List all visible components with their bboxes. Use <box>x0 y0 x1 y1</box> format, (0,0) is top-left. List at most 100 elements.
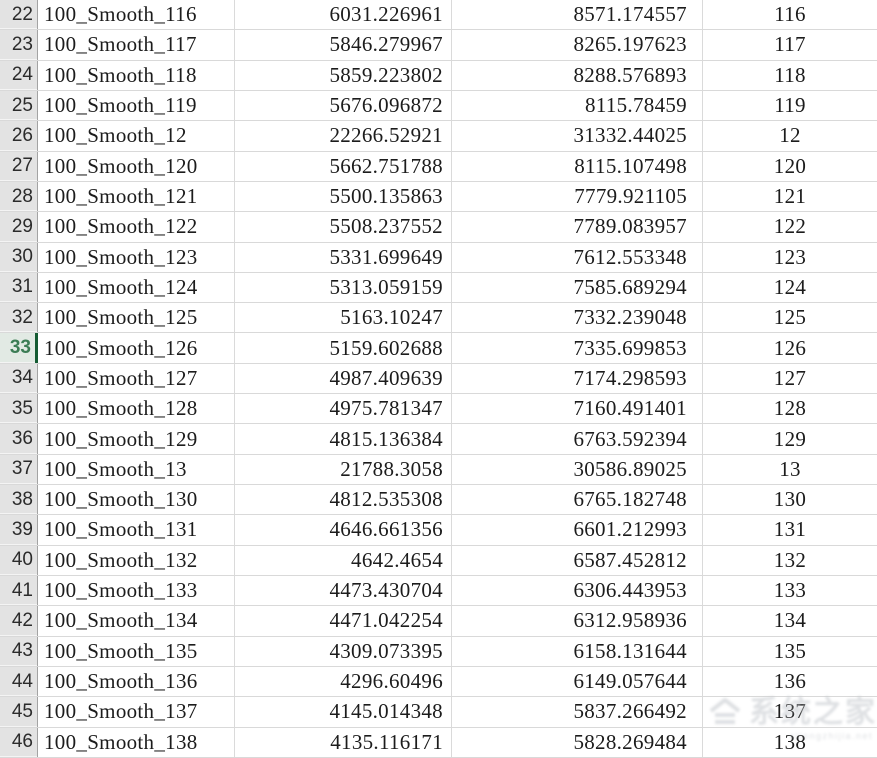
cell-index[interactable]: 12 <box>779 123 801 148</box>
cell-value-1[interactable]: 4642.4654 <box>235 545 452 575</box>
cell-index[interactable]: 132 <box>773 547 807 572</box>
cell-index[interactable]: 138 <box>773 729 807 754</box>
cell-value-2[interactable]: 6149.057644 <box>452 666 703 697</box>
cell-index[interactable]: 127 <box>773 365 807 390</box>
cell-index[interactable]: 137 <box>773 699 807 724</box>
cell-name[interactable]: 100_Smooth_132 <box>38 545 235 575</box>
cell-index[interactable]: 130 <box>773 487 807 512</box>
cell-name[interactable]: 100_Smooth_127 <box>38 363 235 394</box>
row-header-cell[interactable]: 35 <box>0 394 38 424</box>
cell-name[interactable]: 100_Smooth_117 <box>38 30 235 60</box>
cell-index[interactable]: 119 <box>774 93 806 118</box>
cell-value-2[interactable]: 5837.266492 <box>452 697 703 727</box>
cell-name[interactable]: 100_Smooth_12 <box>38 121 235 151</box>
row-header-cell[interactable]: 46 <box>0 727 38 757</box>
cell-name[interactable]: 100_Smooth_130 <box>38 485 235 515</box>
cell-name[interactable]: 100_Smooth_129 <box>38 424 235 454</box>
cell-name[interactable]: 100_Smooth_131 <box>38 515 235 545</box>
cell-index[interactable]: 122 <box>773 214 807 239</box>
cell-index[interactable]: 131 <box>773 517 807 542</box>
row-header-cell[interactable]: 24 <box>0 60 38 90</box>
cell-value-2[interactable]: 7160.491401 <box>452 394 703 424</box>
row-header-cell[interactable]: 30 <box>0 242 38 272</box>
cell-index[interactable]: 126 <box>773 335 807 360</box>
cell-value-1[interactable]: 4135.116171 <box>235 727 452 757</box>
cell-index[interactable]: 135 <box>773 638 807 663</box>
cell-index[interactable]: 120 <box>773 153 807 178</box>
cell-name[interactable]: 100_Smooth_128 <box>38 394 235 424</box>
cell-value-1[interactable]: 4975.781347 <box>235 394 452 424</box>
cell-value-2[interactable]: 8571.174557 <box>452 0 703 30</box>
cell-index[interactable]: 117 <box>774 32 806 57</box>
cell-value-2[interactable]: 6158.131644 <box>452 636 703 666</box>
cell-value-1[interactable]: 5662.751788 <box>235 151 452 181</box>
cell-value-2[interactable]: 8115.78459 <box>452 90 703 121</box>
cell-index[interactable]: 136 <box>773 669 807 694</box>
row-header-cell[interactable]: 37 <box>0 454 38 484</box>
cell-value-1[interactable]: 5859.223802 <box>235 60 452 90</box>
cell-name[interactable]: 100_Smooth_136 <box>38 666 235 697</box>
cell-value-2[interactable]: 30586.89025 <box>452 454 703 484</box>
cell-index[interactable]: 13 <box>779 456 801 481</box>
cell-value-1[interactable]: 5500.135863 <box>235 181 452 212</box>
cell-value-1[interactable]: 5159.602688 <box>235 333 452 363</box>
cell-value-1[interactable]: 4473.430704 <box>235 575 452 606</box>
cell-value-2[interactable]: 6601.212993 <box>452 515 703 545</box>
cell-name[interactable]: 100_Smooth_116 <box>38 0 235 30</box>
cell-index[interactable]: 125 <box>773 305 807 330</box>
cell-index[interactable]: 133 <box>773 578 807 603</box>
cell-index[interactable]: 116 <box>774 2 806 27</box>
cell-value-2[interactable]: 7332.239048 <box>452 303 703 333</box>
cell-value-1[interactable]: 5846.279967 <box>235 30 452 60</box>
cell-value-2[interactable]: 31332.44025 <box>452 121 703 151</box>
row-header-cell[interactable]: 26 <box>0 121 38 151</box>
cell-value-1[interactable]: 6031.226961 <box>235 0 452 30</box>
row-header-cell[interactable]: 25 <box>0 90 38 121</box>
cell-value-1[interactable]: 5508.237552 <box>235 212 452 242</box>
row-header-cell[interactable]: 43 <box>0 636 38 666</box>
row-header-cell[interactable]: 29 <box>0 212 38 242</box>
cell-index[interactable]: 121 <box>773 184 807 209</box>
cell-value-2[interactable]: 8265.197623 <box>452 30 703 60</box>
row-header-cell[interactable]: 28 <box>0 181 38 212</box>
row-header-cell[interactable]: 41 <box>0 575 38 606</box>
cell-name[interactable]: 100_Smooth_134 <box>38 606 235 636</box>
cell-value-2[interactable]: 6763.592394 <box>452 424 703 454</box>
row-header-cell[interactable]: 27 <box>0 151 38 181</box>
cell-value-1[interactable]: 4815.136384 <box>235 424 452 454</box>
cell-name[interactable]: 100_Smooth_126 <box>38 333 235 363</box>
cell-value-1[interactable]: 21788.3058 <box>235 454 452 484</box>
cell-value-1[interactable]: 4812.535308 <box>235 485 452 515</box>
row-header-cell[interactable]: 38 <box>0 485 38 515</box>
row-header-cell[interactable]: 32 <box>0 303 38 333</box>
cell-value-2[interactable]: 6306.443953 <box>452 575 703 606</box>
cell-name[interactable]: 100_Smooth_138 <box>38 727 235 757</box>
cell-name[interactable]: 100_Smooth_118 <box>38 60 235 90</box>
cell-name[interactable]: 100_Smooth_123 <box>38 242 235 272</box>
cell-value-1[interactable]: 4987.409639 <box>235 363 452 394</box>
cell-value-1[interactable]: 5676.096872 <box>235 90 452 121</box>
row-header-cell[interactable]: 36 <box>0 424 38 454</box>
cell-value-1[interactable]: 4646.661356 <box>235 515 452 545</box>
cell-value-2[interactable]: 7585.689294 <box>452 272 703 303</box>
cell-name[interactable]: 100_Smooth_13 <box>38 454 235 484</box>
cell-name[interactable]: 100_Smooth_133 <box>38 575 235 606</box>
row-header-cell[interactable]: 42 <box>0 606 38 636</box>
cell-value-1[interactable]: 4296.60496 <box>235 666 452 697</box>
row-header-cell[interactable]: 40 <box>0 545 38 575</box>
cell-index[interactable]: 134 <box>773 608 807 633</box>
cell-value-2[interactable]: 7789.083957 <box>452 212 703 242</box>
cell-name[interactable]: 100_Smooth_122 <box>38 212 235 242</box>
cell-value-1[interactable]: 5331.699649 <box>235 242 452 272</box>
row-header-cell[interactable]: 45 <box>0 697 38 727</box>
cell-name[interactable]: 100_Smooth_135 <box>38 636 235 666</box>
cell-value-2[interactable]: 6765.182748 <box>452 485 703 515</box>
cell-name[interactable]: 100_Smooth_137 <box>38 697 235 727</box>
cell-name[interactable]: 100_Smooth_124 <box>38 272 235 303</box>
cell-value-1[interactable]: 4145.014348 <box>235 697 452 727</box>
cell-value-1[interactable]: 5163.10247 <box>235 303 452 333</box>
row-header-cell[interactable]: 23 <box>0 30 38 60</box>
cell-value-2[interactable]: 6587.452812 <box>452 545 703 575</box>
cell-value-2[interactable]: 5828.269484 <box>452 727 703 757</box>
cell-value-1[interactable]: 4471.042254 <box>235 606 452 636</box>
